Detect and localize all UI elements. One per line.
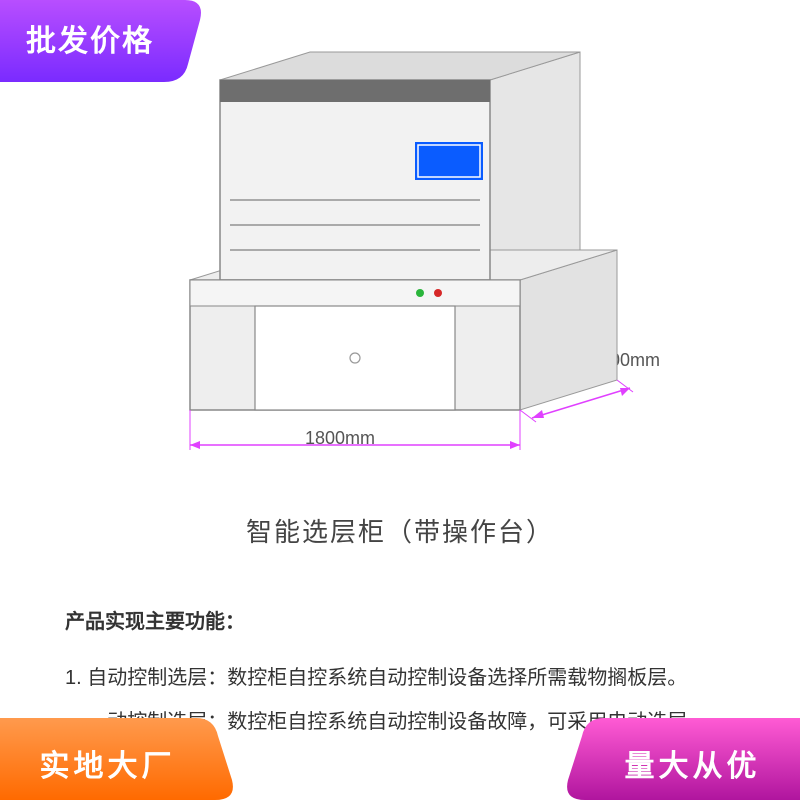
badge-bottom-right-text: 量大从优 <box>625 741 761 785</box>
diagram-caption: 智能选层柜（带操作台） <box>0 512 800 549</box>
badge-top-left: 批发价格 <box>0 0 180 75</box>
content-item-1: 1. 自动控制选层：数控柜自控系统自动控制设备选择所需载物搁板层。 <box>65 656 735 700</box>
content-heading: 产品实现主要功能： <box>65 600 735 644</box>
badge-bottom-right: 量大从优 <box>585 725 800 800</box>
badge-bottom-left-text: 实地大厂 <box>40 741 176 785</box>
badge-top-left-text: 批发价格 <box>26 16 154 60</box>
badge-bottom-left: 实地大厂 <box>0 725 215 800</box>
cabinet-diagram <box>160 40 680 480</box>
